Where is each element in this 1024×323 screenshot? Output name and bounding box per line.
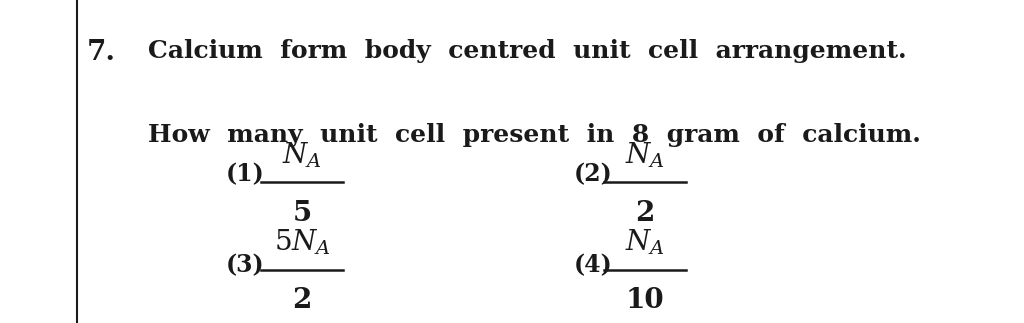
Text: How  many  unit  cell  present  in  8  gram  of  calcium.: How many unit cell present in 8 gram of … xyxy=(148,123,922,147)
Text: (4): (4) xyxy=(573,253,612,277)
Text: $5N_A$: $5N_A$ xyxy=(273,227,331,257)
Text: Calcium  form  body  centred  unit  cell  arrangement.: Calcium form body centred unit cell arra… xyxy=(148,39,907,63)
Text: 2: 2 xyxy=(636,200,654,227)
Text: (3): (3) xyxy=(225,253,264,277)
Text: $N_A$: $N_A$ xyxy=(625,140,666,170)
Text: $N_A$: $N_A$ xyxy=(282,140,323,170)
Text: 7.: 7. xyxy=(87,39,116,66)
Text: 10: 10 xyxy=(626,287,665,314)
Text: 2: 2 xyxy=(293,287,311,314)
Text: (2): (2) xyxy=(573,162,612,186)
Text: 5: 5 xyxy=(293,200,311,227)
Text: (1): (1) xyxy=(225,162,264,186)
Text: $N_A$: $N_A$ xyxy=(625,227,666,257)
